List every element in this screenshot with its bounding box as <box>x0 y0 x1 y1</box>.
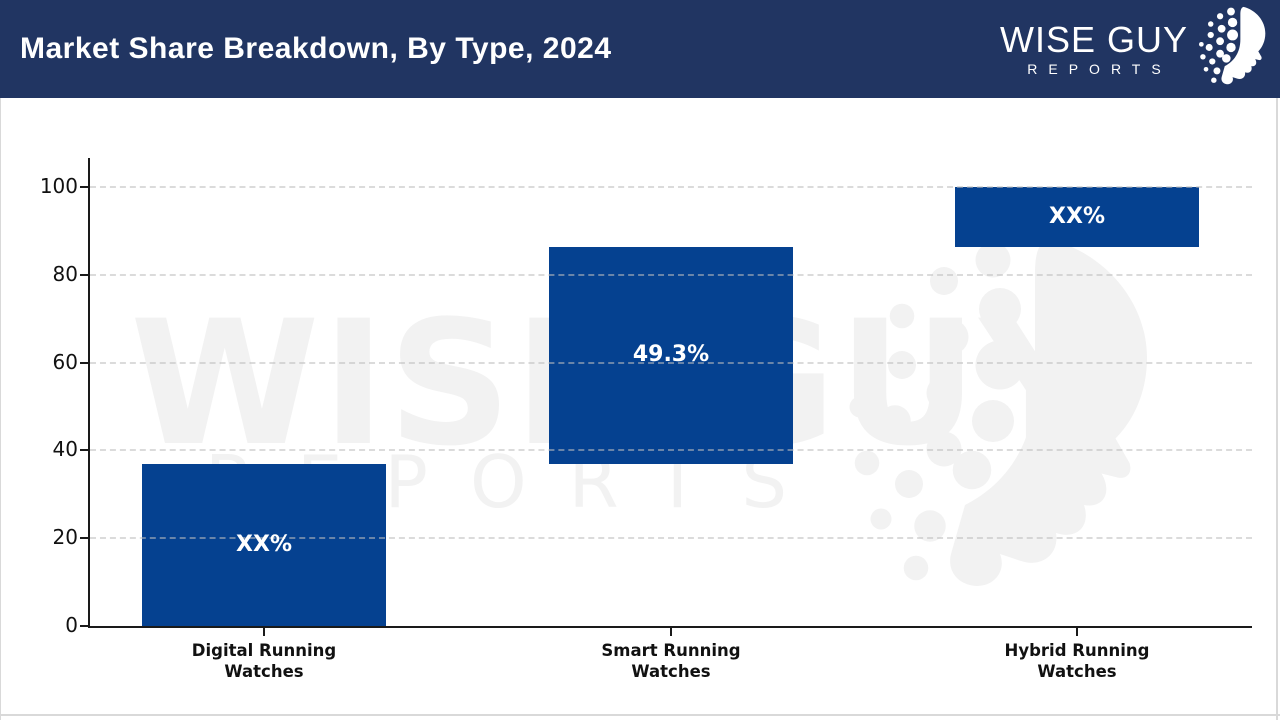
gridline <box>90 273 1252 276</box>
category-label: Digital Running Watches <box>191 641 337 682</box>
gridline <box>90 449 1252 452</box>
gridline <box>90 186 1252 188</box>
header-bar: Market Share Breakdown, By Type, 2024 WI… <box>0 0 1280 98</box>
y-tick-mark <box>80 449 90 452</box>
wiseguy-head-icon <box>1199 6 1266 85</box>
y-tick-label: 80 <box>52 261 78 286</box>
bar-value-label: 49.3% <box>632 342 710 368</box>
x-tick-mark <box>670 628 672 636</box>
category-label: Smart Running Watches <box>601 641 741 682</box>
logo-text: WISE GUY REPORTS <box>1000 21 1188 77</box>
wiseguy-logo: WISE GUY REPORTS <box>1000 4 1270 94</box>
gridline <box>90 537 1252 540</box>
y-tick-mark <box>80 537 90 540</box>
category-label: Hybrid Running Watches <box>1004 641 1150 682</box>
logo-subtitle: REPORTS <box>1027 60 1172 77</box>
y-tick-label: 20 <box>52 525 78 550</box>
y-tick-label: 60 <box>52 349 78 374</box>
gridline <box>90 361 1252 364</box>
bar <box>955 187 1199 248</box>
y-tick-mark <box>80 361 90 364</box>
y-tick-mark <box>80 186 90 188</box>
right-frame-line <box>1276 98 1278 720</box>
logo-wordmark: WISE GUY <box>999 19 1188 61</box>
x-axis-line <box>88 626 1252 628</box>
y-tick-mark <box>80 273 90 276</box>
left-frame-line <box>0 98 1 720</box>
page-title: Market Share Breakdown, By Type, 2024 <box>20 32 612 65</box>
x-tick-mark <box>1076 628 1078 636</box>
y-tick-mark <box>80 625 90 627</box>
bar <box>549 247 793 464</box>
y-tick-label: 100 <box>39 174 78 198</box>
y-tick-label: 0 <box>65 613 78 637</box>
bar-value-label: XX% <box>1049 204 1105 230</box>
y-axis-line <box>88 158 90 628</box>
bar-value-label: XX% <box>236 531 292 557</box>
bottom-frame-line <box>0 714 1280 716</box>
y-tick-label: 40 <box>52 437 78 462</box>
bar <box>142 463 386 626</box>
x-tick-mark <box>263 628 265 636</box>
